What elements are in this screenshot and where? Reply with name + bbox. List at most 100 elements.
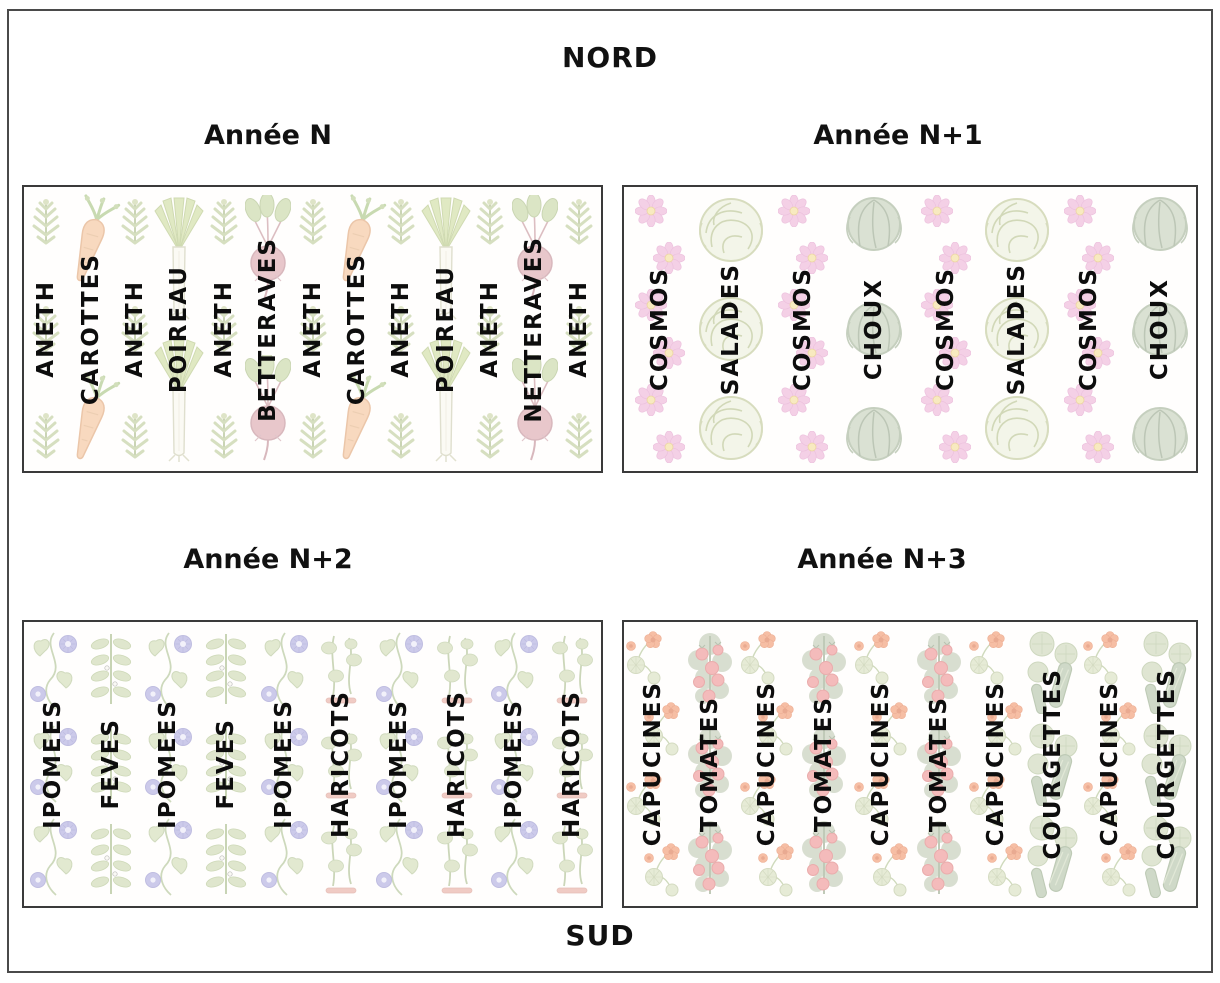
planting-row-label: ANETH (565, 280, 592, 378)
planting-row-cosmos: COSMOS (624, 187, 696, 471)
planting-row-haricot: HARICOTS (428, 622, 486, 906)
planting-row-label: CAPUCINES (982, 681, 1009, 847)
planting-row-label: HARICOTS (328, 689, 355, 838)
planting-row-label: IPOMEES (155, 699, 182, 829)
planting-row-haricot: HARICOTS (313, 622, 371, 906)
cosmos-flower-icon (796, 431, 828, 463)
dill-plant-icon (562, 195, 596, 249)
dill-plant-icon (384, 409, 418, 463)
planting-row-tomate: TOMATES (910, 622, 967, 906)
south-label: SUD (565, 919, 635, 952)
dill-plant-icon (118, 409, 152, 463)
planting-row-aneth: ANETH (24, 187, 68, 471)
planting-row-feve: FEVES (197, 622, 255, 906)
planting-row-cosmos: COSMOS (1053, 187, 1125, 471)
planting-row-label: COSMOS (1075, 266, 1102, 391)
cosmos-flower-icon (1082, 431, 1114, 463)
planting-row-aneth: ANETH (468, 187, 512, 471)
nasturtium-icon (966, 630, 1008, 686)
planting-row-chou: CHOUX (839, 187, 911, 471)
planting-row-aneth: ANETH (379, 187, 423, 471)
planting-row-label: TOMATES (811, 695, 838, 833)
lettuce-icon (980, 393, 1054, 463)
planting-row-capucine: CAPUCINES (624, 622, 681, 906)
nasturtium-icon (755, 842, 797, 898)
planting-row-label: CAPUCINES (754, 681, 780, 847)
planting-row-cosmos: COSMOS (910, 187, 982, 471)
planting-row-label: CAPUCINES (868, 681, 895, 847)
planting-row-label: CAPUCINES (1097, 681, 1124, 847)
planting-row-label: IPOMEES (39, 699, 66, 829)
nasturtium-icon (623, 630, 665, 686)
planting-row-label: POIREAU (166, 264, 193, 394)
planting-row-label: POIREAU (432, 264, 459, 394)
planting-row-salade: SALADES (982, 187, 1054, 471)
planting-row-aneth: ANETH (202, 187, 246, 471)
dill-plant-icon (384, 195, 418, 249)
planting-row-label: FEVES (212, 718, 239, 810)
planting-row-label: CAROTTES (343, 252, 370, 406)
planting-row-courgette: COURGETTES (1024, 622, 1081, 906)
fava-bean-plant-icon (203, 820, 249, 898)
planting-row-label: SALADES (718, 262, 745, 396)
planting-row-label: COSMOS (646, 266, 673, 391)
planting-row-label: TOMATES (696, 695, 723, 833)
planting-row-capucine: CAPUCINES (853, 622, 910, 906)
nasturtium-icon (641, 842, 683, 898)
planting-row-label: SALADES (1004, 262, 1031, 396)
planting-row-poireau: POIREAU (157, 187, 201, 471)
planting-row-label: COURGETTES (1040, 668, 1067, 860)
planting-row-carotte: CAROTTES (335, 187, 379, 471)
planting-row-ipomee: IPOMEES (139, 622, 197, 906)
north-label: NORD (561, 41, 659, 74)
nasturtium-icon (869, 842, 911, 898)
nasturtium-icon (737, 630, 779, 686)
planting-row-carotte: CAROTTES (68, 187, 112, 471)
nasturtium-icon (984, 842, 1026, 898)
planting-row-salade: SALADES (696, 187, 768, 471)
planting-row-label: HARICOTS (559, 689, 586, 838)
planting-row-label: IPOMEES (501, 699, 528, 829)
planting-row-label: BETTERAVES (255, 236, 282, 422)
panel-annee-n1: COSMOS SALADES COSMOS CHOUX COSMOS SALADES COS… (622, 185, 1198, 473)
planting-row-aneth: ANETH (113, 187, 157, 471)
planting-row-label: COSMOS (789, 266, 816, 391)
planting-row-label: NETTERAVES (521, 235, 548, 423)
dill-plant-icon (29, 409, 63, 463)
planting-row-tomate: TOMATES (796, 622, 853, 906)
cosmos-flower-icon (1064, 195, 1096, 227)
planting-row-label: FEVES (97, 718, 124, 810)
dill-plant-icon (207, 409, 241, 463)
dill-plant-icon (562, 409, 596, 463)
planting-row-ipomee: IPOMEES (370, 622, 428, 906)
planting-row-cosmos: COSMOS (767, 187, 839, 471)
dill-plant-icon (473, 409, 507, 463)
fava-bean-plant-icon (203, 630, 249, 708)
panel-annee-n3: CAPUCINES TOMATES CAPUCINES TOMATES CAPUCINE… (622, 620, 1198, 908)
planting-row-betterave: BETTERAVES (246, 187, 290, 471)
planting-row-poireau: POIREAU (424, 187, 468, 471)
panel-title-annee-n2: Année N+2 (183, 544, 353, 575)
planting-row-betterave: NETTERAVES (512, 187, 556, 471)
cosmos-flower-icon (921, 195, 953, 227)
planting-row-label: TOMATES (925, 695, 952, 833)
planting-row-label: CHOUX (861, 277, 888, 381)
planting-row-chou: CHOUX (1125, 187, 1197, 471)
nasturtium-icon (851, 630, 893, 686)
nasturtium-icon (1098, 842, 1140, 898)
dill-plant-icon (207, 195, 241, 249)
planting-row-haricot: HARICOTS (543, 622, 601, 906)
planting-row-capucine: CAPUCINES (738, 622, 795, 906)
cosmos-flower-icon (939, 431, 971, 463)
planting-row-label: CHOUX (1147, 277, 1174, 381)
planting-row-label: ANETH (210, 280, 237, 378)
planting-row-label: ANETH (33, 280, 60, 378)
panel-title-annee-n3: Année N+3 (797, 544, 967, 575)
cabbage-icon (1129, 405, 1191, 463)
planting-row-capucine: CAPUCINES (1082, 622, 1139, 906)
nasturtium-icon (1080, 630, 1122, 686)
planting-row-label: ANETH (299, 280, 326, 378)
lettuce-icon (694, 393, 768, 463)
dill-plant-icon (296, 195, 330, 249)
cosmos-flower-icon (635, 195, 667, 227)
